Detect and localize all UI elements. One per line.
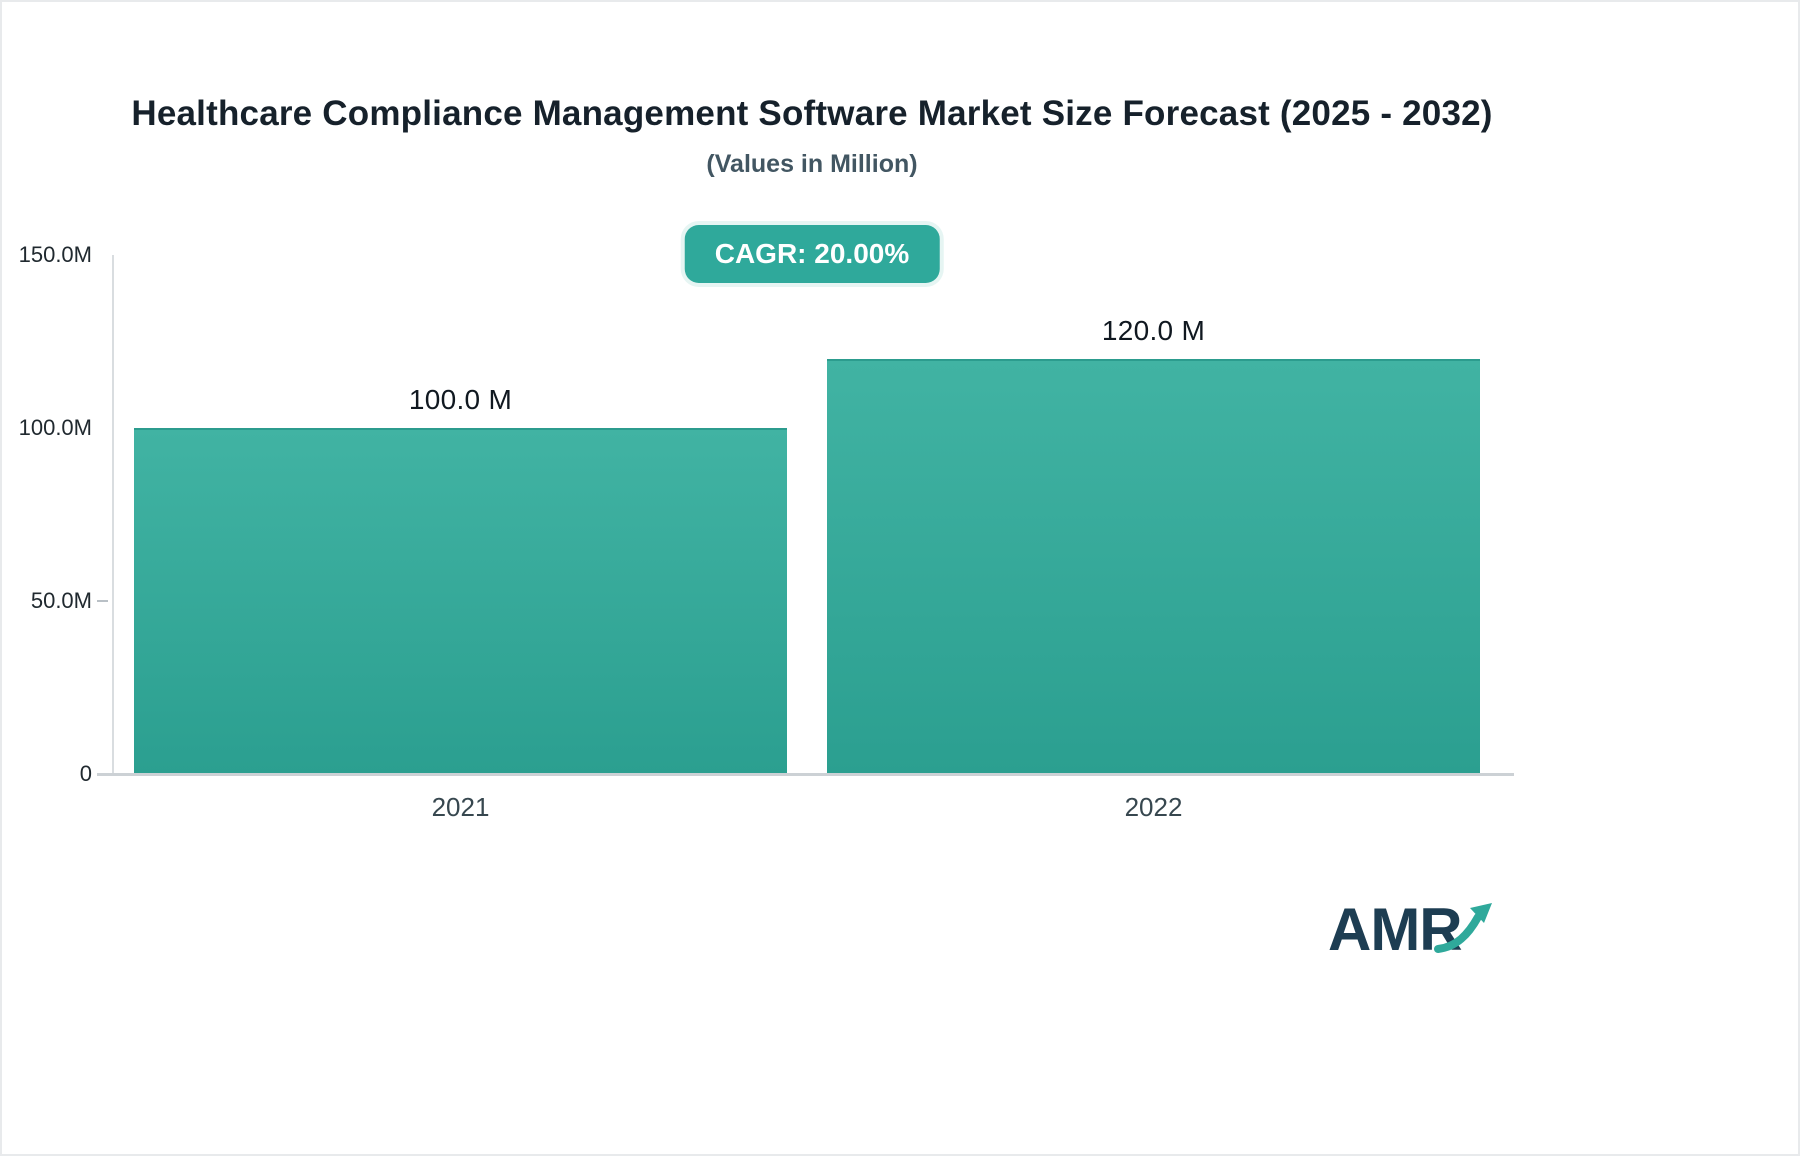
bar-value-label-2022: 120.0 M [1101, 314, 1206, 346]
y-axis-tick-label: 150.0M [18, 242, 92, 267]
y-axis-tick-label: 0 [79, 761, 92, 786]
chart-subtitle: (Values in Million) [706, 150, 918, 178]
bar-2021[interactable] [134, 428, 787, 774]
cagr-badge: CAGR: 20.00% [684, 225, 940, 283]
x-axis-line [97, 773, 1514, 776]
chart-title: Healthcare Compliance Management Softwar… [131, 94, 1493, 133]
x-axis-labels: 2021 2022 [114, 792, 1512, 823]
amr-logo: AMR [1328, 895, 1494, 964]
trend-arrow-icon [1433, 902, 1492, 953]
bar-value-label-2021: 100.0 M [408, 384, 513, 415]
y-axis-tick-mark [97, 600, 108, 603]
bar-2022[interactable] [827, 358, 1480, 774]
y-axis-tick-label: 50.0M [30, 588, 92, 614]
x-axis-label-2021: 2021 [431, 792, 490, 822]
bars-container: 100.0 M 120.0 M [114, 255, 1512, 774]
x-axis-label-2022: 2022 [1124, 792, 1183, 822]
plot-area: 150.0M 100.0M 50.0M 0 100.0 M 120.0 M 20… [19, 242, 1514, 822]
bar-group-2021: 100.0 M [134, 255, 787, 774]
y-axis-tick-label: 100.0M [18, 415, 92, 441]
bar-group-2022: 120.0 M [827, 255, 1480, 774]
